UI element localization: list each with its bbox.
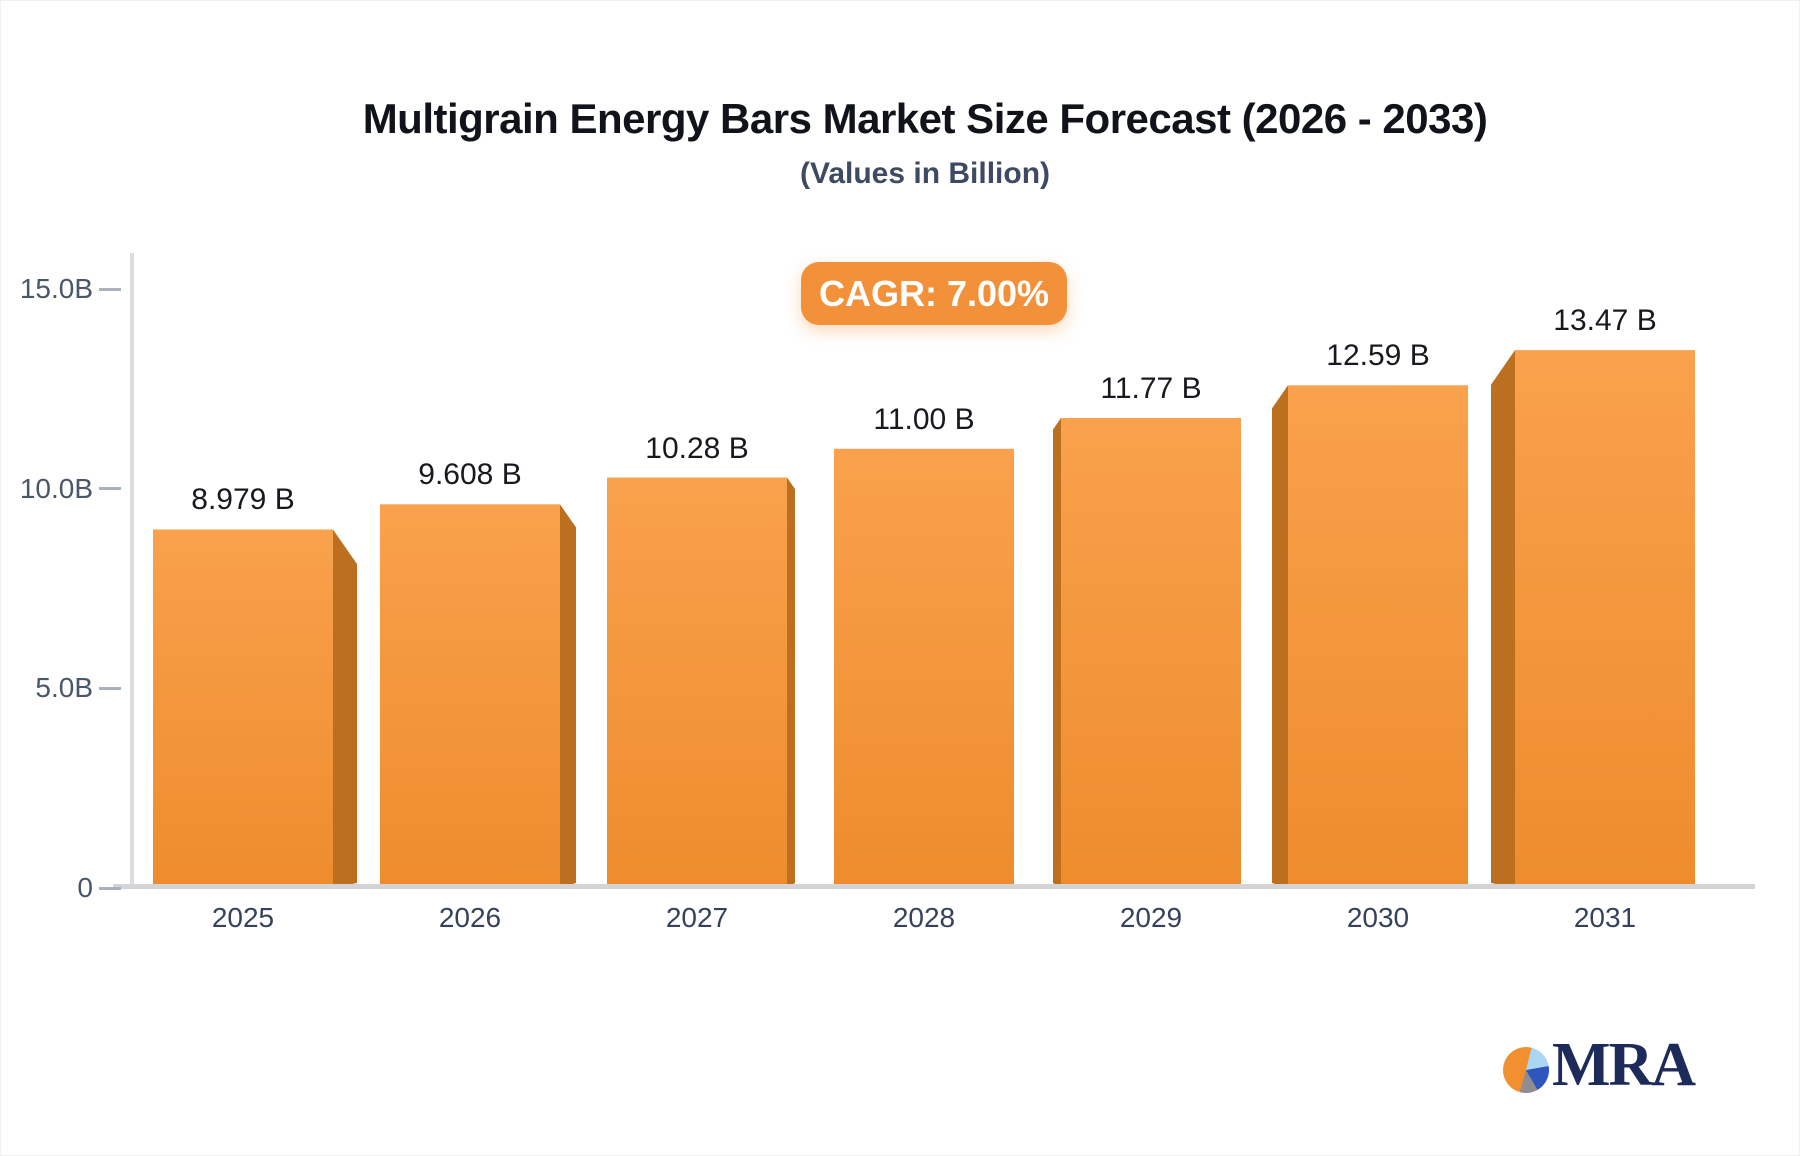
brand-logo: MRA bbox=[1503, 1031, 1696, 1099]
bar-2028 bbox=[834, 448, 1014, 888]
x-axis-label-2028: 2028 bbox=[892, 902, 956, 933]
y-axis-tick-label-0: 0 bbox=[77, 872, 93, 903]
x-axis-label-2029: 2029 bbox=[1119, 902, 1183, 933]
bar-2031 bbox=[1515, 350, 1695, 888]
bar-value-label-2030: 12.59 B bbox=[1326, 339, 1430, 373]
x-axis-label-2030: 2030 bbox=[1346, 902, 1410, 933]
cagr-badge: CAGR: 7.00% bbox=[801, 262, 1067, 325]
chart-subtitle: (Values in Billion) bbox=[799, 157, 1051, 190]
bar-2029 bbox=[1061, 418, 1241, 888]
bar-value-label-2029: 11.77 B bbox=[1100, 372, 1202, 406]
chart-header: Multigrain Energy Bars Market Size Forec… bbox=[25, 1, 1799, 191]
bar-value-label-2031: 13.47 B bbox=[1553, 304, 1657, 338]
bar-side-face-2027 bbox=[787, 477, 795, 888]
bar-value-label-2025: 8.979 B bbox=[191, 483, 295, 517]
bar-value-label-2026: 9.608 B bbox=[418, 458, 522, 492]
x-axis-label-2025: 2025 bbox=[211, 902, 275, 933]
bar-value-label-2028: 11.00 B bbox=[873, 402, 975, 436]
x-axis-baseline bbox=[113, 884, 1755, 889]
x-axis-label-2027: 2027 bbox=[665, 902, 729, 933]
bar-side-face-2025 bbox=[333, 529, 357, 888]
y-axis-tick bbox=[99, 886, 121, 890]
bar-side-face-2030 bbox=[1272, 385, 1288, 888]
bar-2027 bbox=[607, 477, 787, 888]
chart-title: Multigrain Energy Bars Market Size Forec… bbox=[362, 95, 1488, 142]
bar-value-label-2027: 10.28 B bbox=[645, 431, 749, 465]
x-axis-label-2031: 2031 bbox=[1573, 902, 1637, 933]
bar-2030 bbox=[1288, 385, 1468, 888]
bar-2025 bbox=[153, 529, 333, 888]
y-axis-tick-label-5.0B: 5.0B bbox=[35, 672, 93, 704]
bar-side-face-2031 bbox=[1491, 350, 1515, 888]
cagr-badge-label: CAGR: 7.00% bbox=[818, 272, 1050, 314]
y-axis-tick bbox=[99, 487, 121, 491]
y-axis-tick bbox=[99, 686, 121, 690]
pie-chart-icon bbox=[1503, 1047, 1549, 1093]
bar-2026 bbox=[380, 504, 560, 888]
y-axis-tick-label-10.0B: 10.0B bbox=[19, 472, 93, 504]
y-axis-line bbox=[130, 253, 134, 888]
bar-side-face-2026 bbox=[560, 504, 576, 888]
x-axis-label-2026: 2026 bbox=[438, 902, 502, 933]
bar-side-face-2029 bbox=[1053, 418, 1061, 888]
brand-logo-text: MRA bbox=[1552, 1031, 1696, 1099]
y-axis-tick-label-15.0B: 15.0B bbox=[19, 273, 93, 305]
y-axis-tick bbox=[99, 287, 121, 291]
